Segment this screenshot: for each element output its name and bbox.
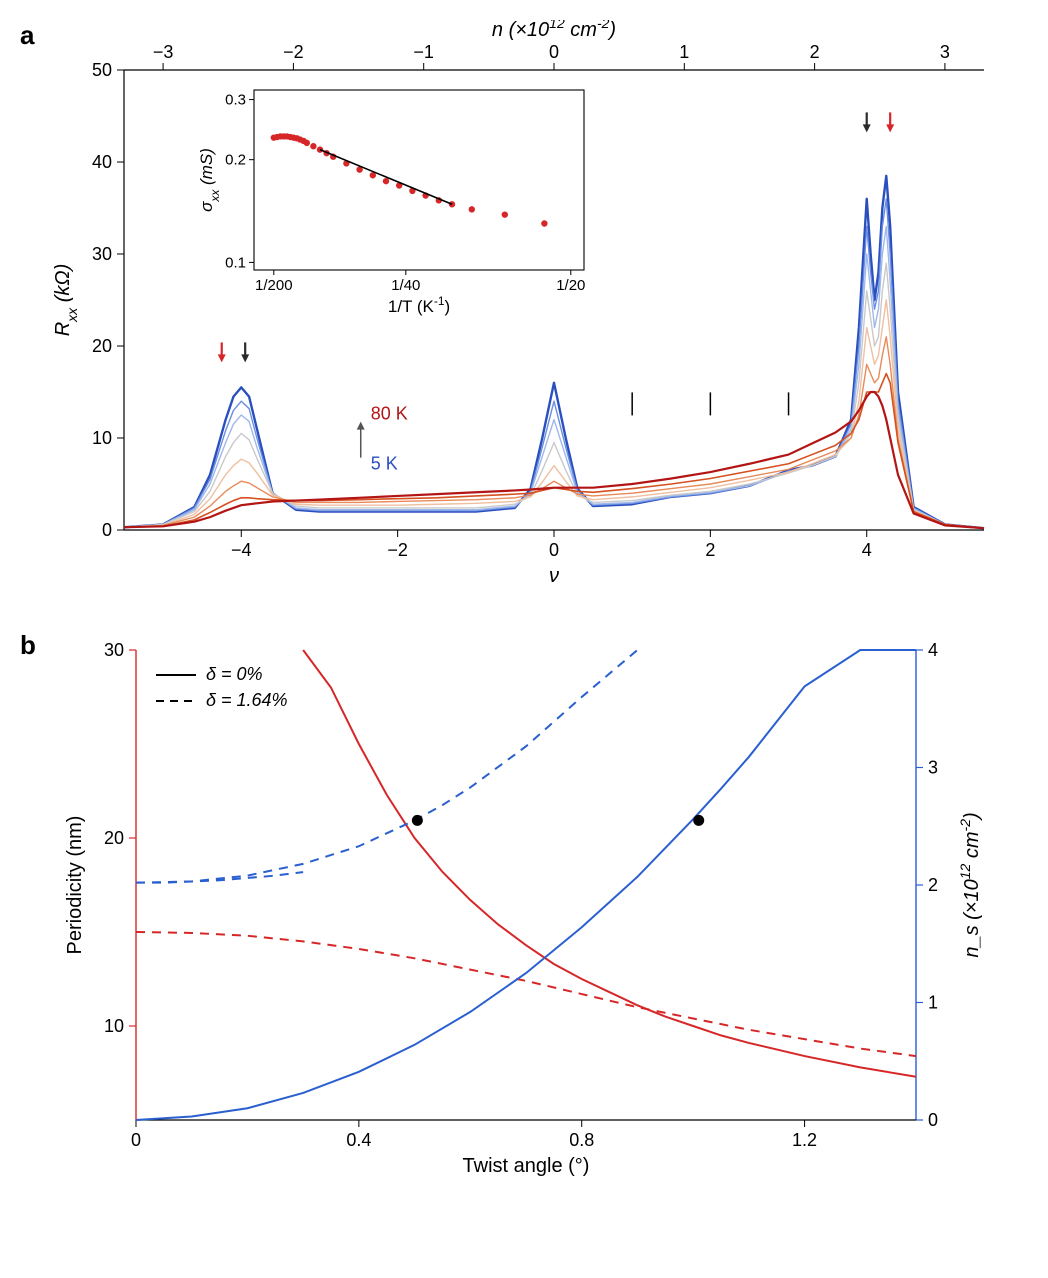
panel-b-label: b (20, 630, 36, 661)
temp-cold-label: 5 K (371, 454, 398, 474)
svg-text:3: 3 (928, 758, 938, 778)
svg-text:−2: −2 (284, 42, 305, 62)
svg-text:2: 2 (810, 42, 820, 62)
svg-text:50: 50 (92, 60, 112, 80)
svg-text:1: 1 (680, 42, 690, 62)
panel-a-chart: −4 −2 0 2 4 ν 0 10 20 30 40 50 Rxx (kΩ) −3 −2 −1 0 1 2 3 n (… (34, 20, 1014, 600)
legend: δ = 0% δ = 1.64% (156, 664, 288, 710)
curve (136, 650, 916, 1120)
peak-arrow (863, 112, 871, 132)
svg-text:1/20: 1/20 (557, 277, 586, 294)
peak-arrow (242, 342, 250, 362)
panel-a-label: a (20, 20, 34, 51)
svg-text:1/T (K-1): 1/T (K-1) (388, 294, 450, 316)
svg-text:−4: −4 (231, 540, 252, 560)
svg-text:20: 20 (92, 336, 112, 356)
svg-text:Twist angle (°): Twist angle (°) (462, 1155, 589, 1177)
svg-text:0: 0 (928, 1110, 938, 1130)
data-point (693, 815, 704, 826)
svg-text:0.1: 0.1 (226, 254, 247, 271)
svg-text:Periodicity (nm): Periodicity (nm) (64, 816, 86, 955)
svg-text:0: 0 (131, 1130, 141, 1150)
svg-text:1/40: 1/40 (392, 277, 421, 294)
svg-text:n_s (×1012 cm-2): n_s (×1012 cm-2) (957, 812, 983, 957)
svg-text:2: 2 (706, 540, 716, 560)
svg-text:Rxx (kΩ): Rxx (kΩ) (52, 264, 80, 337)
svg-text:20: 20 (104, 828, 124, 848)
curve (136, 932, 916, 1056)
temp-hot-label: 80 K (371, 404, 408, 424)
svg-text:10: 10 (104, 1016, 124, 1036)
svg-text:0.3: 0.3 (226, 92, 247, 109)
svg-text:0.2: 0.2 (226, 152, 247, 169)
peak-arrow (218, 342, 226, 362)
svg-text:0: 0 (549, 540, 559, 560)
svg-text:−1: −1 (414, 42, 435, 62)
inset-chart: 0.1 0.2 0.3 1/200 1/40 1/20 σxx (mS) 1/T (K-1) (197, 90, 585, 316)
svg-text:−3: −3 (153, 42, 174, 62)
svg-text:δ = 1.64%: δ = 1.64% (206, 690, 288, 710)
svg-text:0.4: 0.4 (346, 1130, 371, 1150)
peak-arrow (887, 112, 895, 132)
svg-text:4: 4 (862, 540, 872, 560)
svg-text:n (×1012 cm-2): n (×1012 cm-2) (492, 20, 616, 41)
svg-text:0: 0 (549, 42, 559, 62)
svg-text:0: 0 (102, 520, 112, 540)
svg-text:30: 30 (104, 640, 124, 660)
svg-text:1.2: 1.2 (792, 1130, 817, 1150)
svg-text:1: 1 (928, 993, 938, 1013)
panel-b-chart: 0 0.4 0.8 1.2 Twist angle (°) 10 20 30 0 1 2 3 4 Peri… (36, 630, 1016, 1190)
svg-text:10: 10 (92, 428, 112, 448)
svg-text:30: 30 (92, 244, 112, 264)
svg-text:σxx (mS): σxx (mS) (197, 148, 222, 212)
svg-text:δ = 0%: δ = 0% (206, 664, 263, 684)
curve (303, 650, 916, 1077)
svg-text:3: 3 (940, 42, 950, 62)
svg-text:4: 4 (928, 640, 938, 660)
svg-text:−2: −2 (388, 540, 409, 560)
svg-text:ν: ν (549, 565, 559, 587)
svg-text:40: 40 (92, 152, 112, 172)
svg-text:1/200: 1/200 (255, 277, 293, 294)
curve (136, 650, 637, 883)
data-point (412, 815, 423, 826)
svg-text:2: 2 (928, 875, 938, 895)
curve (136, 872, 303, 883)
svg-text:0.8: 0.8 (569, 1130, 594, 1150)
